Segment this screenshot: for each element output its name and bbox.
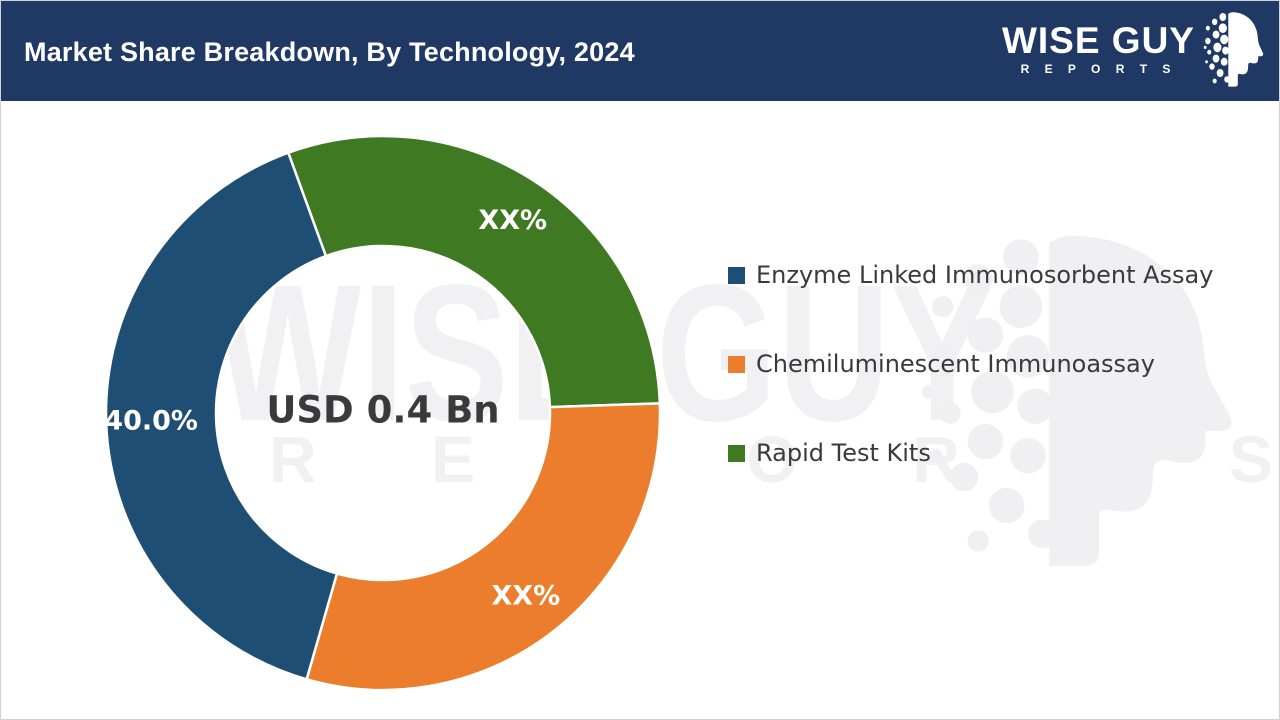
legend-item-chemiluminescent: Chemiluminescent Immunoassay xyxy=(728,348,1213,380)
donut-slice-label-1: XX% xyxy=(491,580,560,611)
donut-slice-0 xyxy=(287,134,662,409)
donut-center-value: USD 0.4 Bn xyxy=(266,388,500,432)
donut-slice-label-2: 40.0% xyxy=(104,406,198,437)
legend-item-rapid-test-kits: Rapid Test Kits xyxy=(728,437,1213,469)
header-bar: Market Share Breakdown, By Technology, 2… xyxy=(1,1,1279,101)
brand-head-icon xyxy=(1197,9,1265,89)
legend-item-elisa: Enzyme Linked Immunosorbent Assay xyxy=(728,259,1213,291)
legend-swatch-green xyxy=(728,444,745,462)
donut-slice-label-0: XX% xyxy=(478,205,547,236)
legend-label: Enzyme Linked Immunosorbent Assay xyxy=(756,261,1214,289)
brand-logo-text: WISE GUY R E P O R T S xyxy=(1002,22,1195,76)
legend-label: Rapid Test Kits xyxy=(756,439,931,467)
legend-label: Chemiluminescent Immunoassay xyxy=(756,350,1155,378)
donut-slice-1 xyxy=(305,402,662,692)
chart-legend: Enzyme Linked Immunosorbent Assay Chemil… xyxy=(728,259,1213,469)
brand-wordmark: WISE GUY xyxy=(1001,20,1195,61)
legend-swatch-blue xyxy=(728,266,745,284)
donut-slice-2 xyxy=(104,151,339,681)
legend-swatch-orange xyxy=(728,355,745,373)
brand-reports-text: R E P O R T S xyxy=(1020,62,1177,76)
page-title: Market Share Breakdown, By Technology, 2… xyxy=(24,37,635,67)
brand-logo: WISE GUY R E P O R T S xyxy=(1002,9,1265,89)
